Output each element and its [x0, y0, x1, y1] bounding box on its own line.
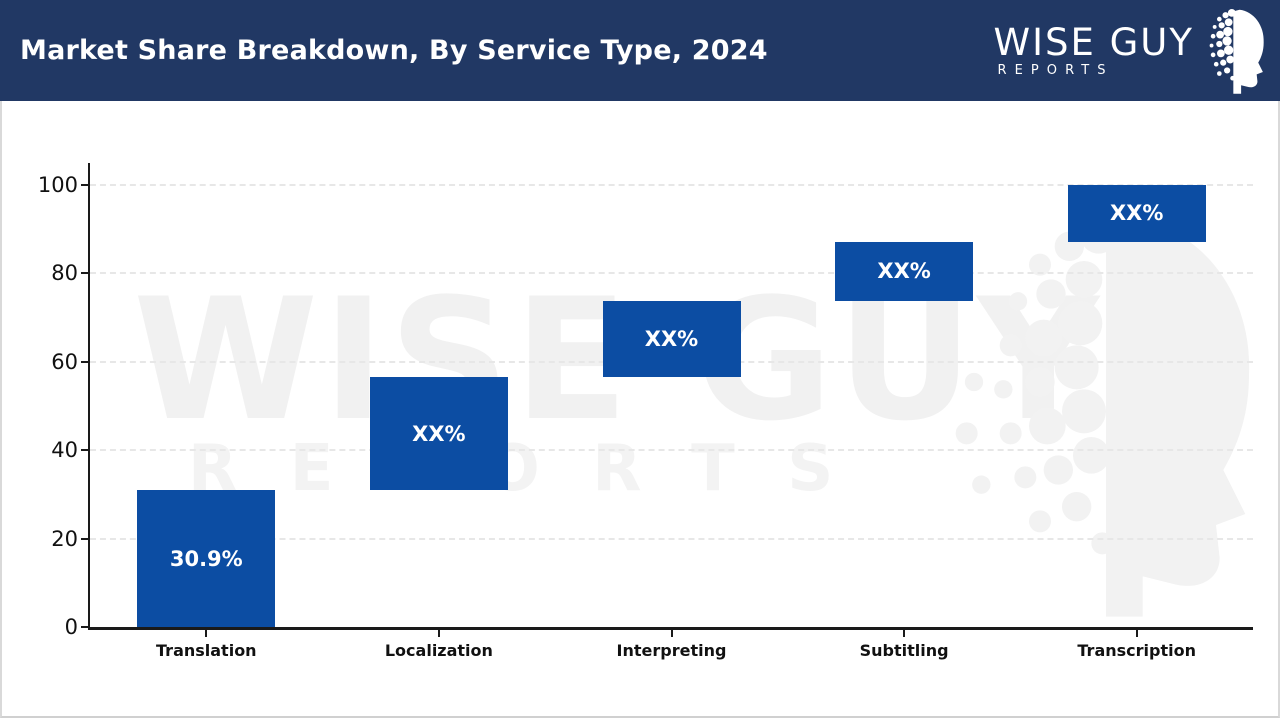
y-tick-0: [81, 626, 89, 628]
x-tick-transcription: [1135, 630, 1138, 637]
y-tick-20: [81, 537, 89, 540]
y-tick-60: [81, 360, 89, 363]
y-tick-label-0: 0: [64, 615, 78, 639]
gridline-100: [90, 184, 1253, 186]
y-tick-label-60: 60: [51, 349, 78, 374]
bar-transcription: XX%: [1067, 185, 1206, 242]
brand-logo: WISE GUY REPORTS: [994, 8, 1280, 94]
gridline-20: [90, 537, 1253, 540]
y-tick-label-40: 40: [51, 438, 78, 463]
bar-translation: 30.9%: [137, 490, 276, 627]
logo-wordmark: WISE GUY: [993, 20, 1194, 64]
watermark-face-icon: [955, 217, 1250, 617]
bar-interpreting: XX%: [602, 301, 741, 377]
y-tick-label-20: 20: [51, 526, 78, 551]
gridline-80: [90, 272, 1253, 275]
category-label-subtitling: Subtitling: [859, 641, 949, 660]
y-tick-label-100: 100: [37, 173, 78, 197]
x-tick-interpreting: [670, 630, 673, 637]
bar-subtitling: XX%: [835, 241, 974, 302]
category-label-transcription: Transcription: [1077, 641, 1196, 660]
category-label-translation: Translation: [156, 641, 257, 660]
header-bar: Market Share Breakdown, By Service Type,…: [0, 0, 1280, 101]
bar-value-label: 30.9%: [169, 546, 243, 571]
gridline-40: [90, 449, 1253, 452]
y-tick-label-80: 80: [51, 261, 78, 286]
bar-value-label: XX%: [1109, 201, 1164, 226]
bar-value-label: XX%: [644, 327, 699, 352]
bar-value-label: XX%: [412, 421, 466, 446]
y-tick-80: [81, 272, 89, 275]
bar-localization: XX%: [369, 376, 508, 491]
logo-face-icon: [1209, 8, 1264, 94]
category-label-localization: Localization: [384, 641, 493, 660]
category-label-interpreting: Interpreting: [616, 641, 727, 660]
x-tick-translation: [205, 630, 208, 637]
bar-value-label: XX%: [877, 259, 931, 284]
x-axis: [88, 627, 1253, 630]
page-title: Market Share Breakdown, By Service Type,…: [20, 35, 768, 66]
logo-subtext: REPORTS: [997, 62, 1114, 78]
x-tick-subtitling: [903, 630, 906, 637]
y-tick-100: [81, 184, 89, 186]
watermark-subtext: REPORTS: [188, 432, 886, 506]
y-axis: [88, 163, 90, 630]
y-tick-40: [81, 449, 89, 452]
x-tick-localization: [437, 630, 440, 637]
